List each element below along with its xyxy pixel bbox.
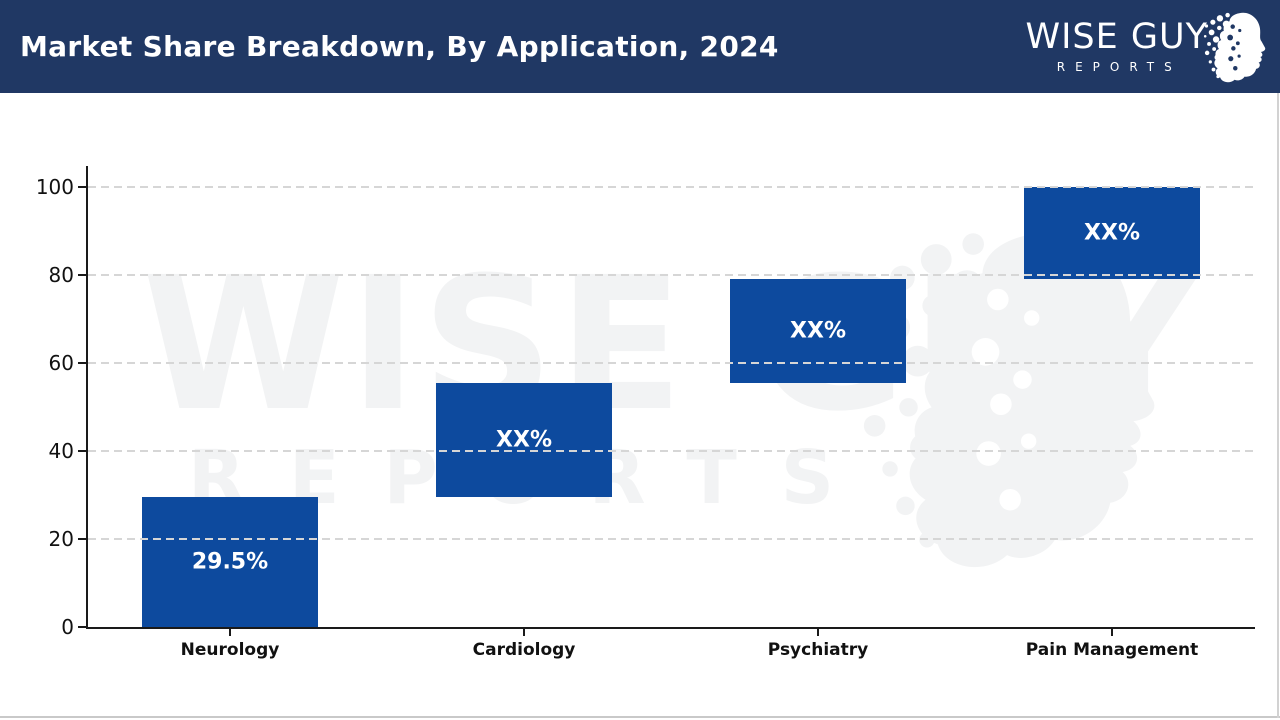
y-tick-label: 20 bbox=[48, 527, 74, 551]
x-category-label: Cardiology bbox=[472, 640, 576, 660]
y-tick bbox=[78, 450, 86, 452]
bar-neurology bbox=[142, 497, 318, 627]
gridline-100 bbox=[88, 186, 1253, 188]
gridline-60 bbox=[88, 362, 1253, 364]
bar-value-label: XX% bbox=[1084, 220, 1140, 246]
x-tick bbox=[1111, 629, 1113, 636]
y-tick bbox=[78, 274, 86, 276]
x-category-label: Psychiatry bbox=[767, 640, 869, 660]
y-tick-label: 60 bbox=[48, 351, 74, 375]
y-tick-label: 80 bbox=[48, 263, 74, 287]
bottom-border-line bbox=[0, 716, 1280, 718]
bar-cardiology bbox=[436, 382, 612, 498]
logo-wordmark-block: WISE GUY REPORTS bbox=[1025, 16, 1208, 74]
x-category-label: Neurology bbox=[180, 640, 280, 660]
y-tick bbox=[78, 186, 86, 188]
gridline-40 bbox=[88, 450, 1253, 452]
bar-value-label: 29.5% bbox=[191, 549, 269, 575]
y-tick-label: 0 bbox=[61, 615, 74, 639]
bar-value-label: XX% bbox=[790, 318, 846, 344]
x-tick bbox=[229, 629, 231, 636]
bar-value-label: XX% bbox=[496, 427, 552, 453]
y-tick bbox=[78, 626, 86, 628]
page-title: Market Share Breakdown, By Application, … bbox=[20, 30, 779, 63]
gridline-80 bbox=[88, 274, 1253, 276]
y-axis-line bbox=[86, 166, 88, 629]
x-tick bbox=[523, 629, 525, 636]
bar-pain-management bbox=[1024, 187, 1200, 280]
right-border-line bbox=[1277, 93, 1279, 718]
bar-psychiatry bbox=[730, 279, 906, 383]
logo-wordmark: WISE GUY bbox=[1025, 16, 1208, 57]
gridline-20 bbox=[88, 538, 1253, 540]
header-bar: Market Share Breakdown, By Application, … bbox=[0, 0, 1280, 93]
wiseguy-logo: WISE GUY REPORTS bbox=[1025, 8, 1266, 85]
y-tick bbox=[78, 362, 86, 364]
y-tick bbox=[78, 538, 86, 540]
x-tick bbox=[817, 629, 819, 636]
x-category-label: Pain Management bbox=[1025, 640, 1199, 660]
y-tick-label: 100 bbox=[35, 175, 74, 199]
logo-subtitle: REPORTS bbox=[1056, 59, 1182, 74]
y-tick-label: 40 bbox=[48, 439, 74, 463]
x-axis-line bbox=[86, 627, 1255, 629]
